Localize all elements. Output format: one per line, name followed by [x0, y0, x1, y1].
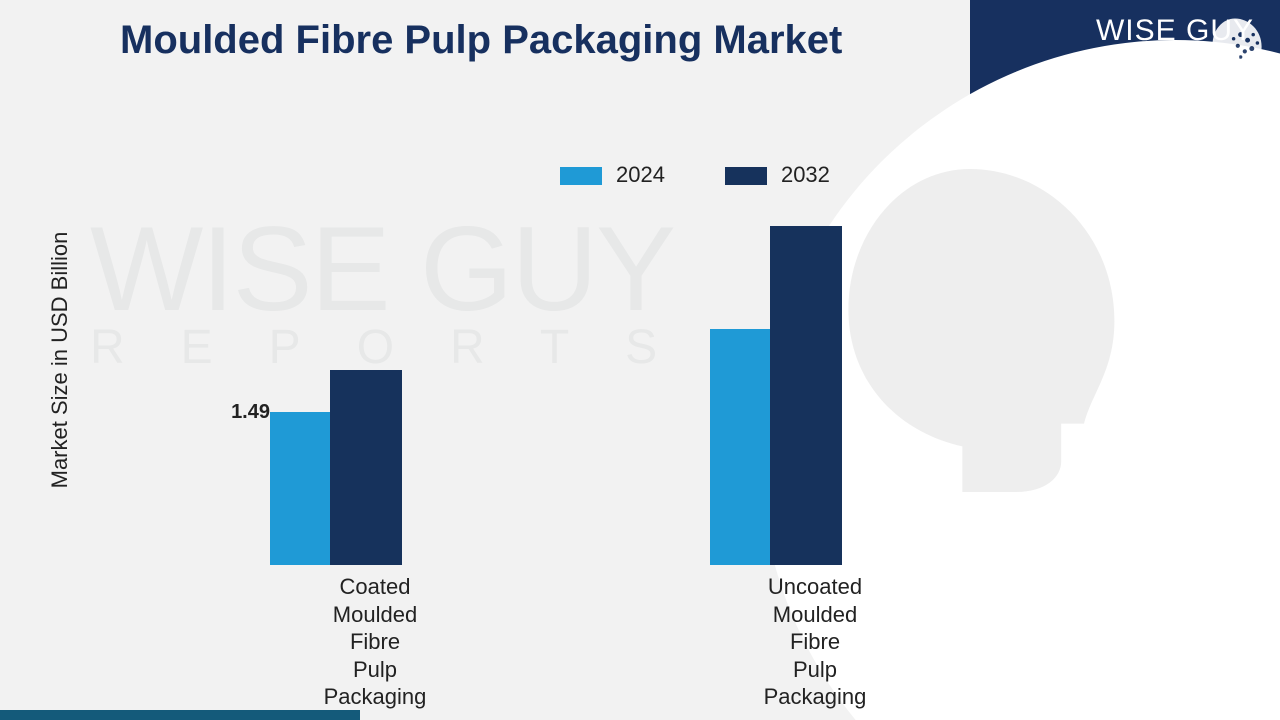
legend-label-2024: 2024	[616, 162, 665, 187]
brand-line2: REPORTS	[1080, 48, 1254, 63]
legend-item-2032: 2032	[725, 162, 830, 188]
chart-legend: 2024 2032	[560, 162, 830, 188]
y-axis-label: Market Size in USD Billion	[47, 232, 73, 489]
brand-logo-text: WISE GUY REPORTS	[1080, 16, 1254, 63]
page-root: WISE GUY REPORTS Moulded Fibre Pulp Pack…	[0, 0, 1280, 720]
chart-title: Moulded Fibre Pulp Packaging Market	[120, 18, 842, 63]
legend-swatch-2032	[725, 167, 767, 185]
bar-value-label: 1.49	[231, 401, 270, 424]
legend-swatch-2024	[560, 167, 602, 185]
legend-label-2032: 2032	[781, 162, 830, 187]
bar	[770, 226, 842, 565]
chart-plot-area: 1.49Coated Moulded Fibre Pulp PackagingU…	[100, 195, 940, 565]
bottom-accent-strip	[0, 710, 360, 720]
category-label: Uncoated Moulded Fibre Pulp Packaging	[725, 565, 905, 711]
category-label: Coated Moulded Fibre Pulp Packaging	[285, 565, 465, 711]
legend-item-2024: 2024	[560, 162, 665, 188]
brand-line1: WISE GUY	[1080, 16, 1254, 46]
bar	[330, 370, 402, 565]
